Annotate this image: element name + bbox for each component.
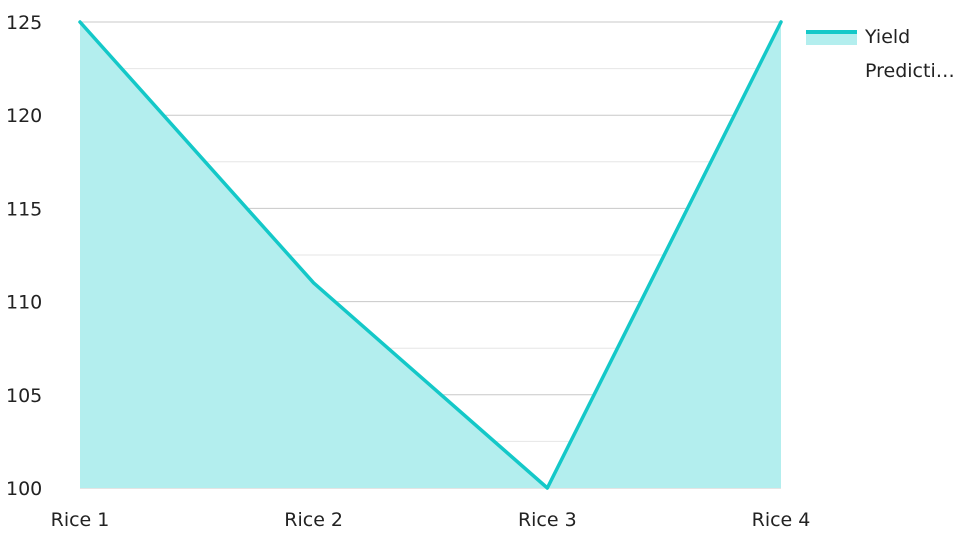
x-tick-label: Rice 3 [518, 509, 577, 529]
y-tick-label: 105 [6, 385, 42, 407]
legend-label-line-1: Yield [864, 26, 910, 48]
y-tick-label: 100 [6, 478, 42, 500]
y-tick-label: 125 [6, 12, 42, 34]
x-tick-label: Rice 4 [752, 509, 811, 529]
y-axis-tick-labels: 100 105 110 115 120 125 [6, 12, 42, 500]
legend: Yield Predicti… [806, 26, 955, 82]
y-tick-label: 110 [6, 292, 42, 314]
x-tick-label: Rice 1 [51, 509, 110, 529]
y-tick-label: 115 [6, 198, 42, 220]
x-axis-tick-labels: Rice 1 Rice 2 Rice 3 Rice 4 [51, 509, 811, 529]
legend-label-line-2: Predicti… [865, 60, 955, 82]
legend-swatch-line [806, 30, 857, 34]
x-tick-label: Rice 2 [284, 509, 343, 529]
y-tick-label: 120 [6, 105, 42, 127]
